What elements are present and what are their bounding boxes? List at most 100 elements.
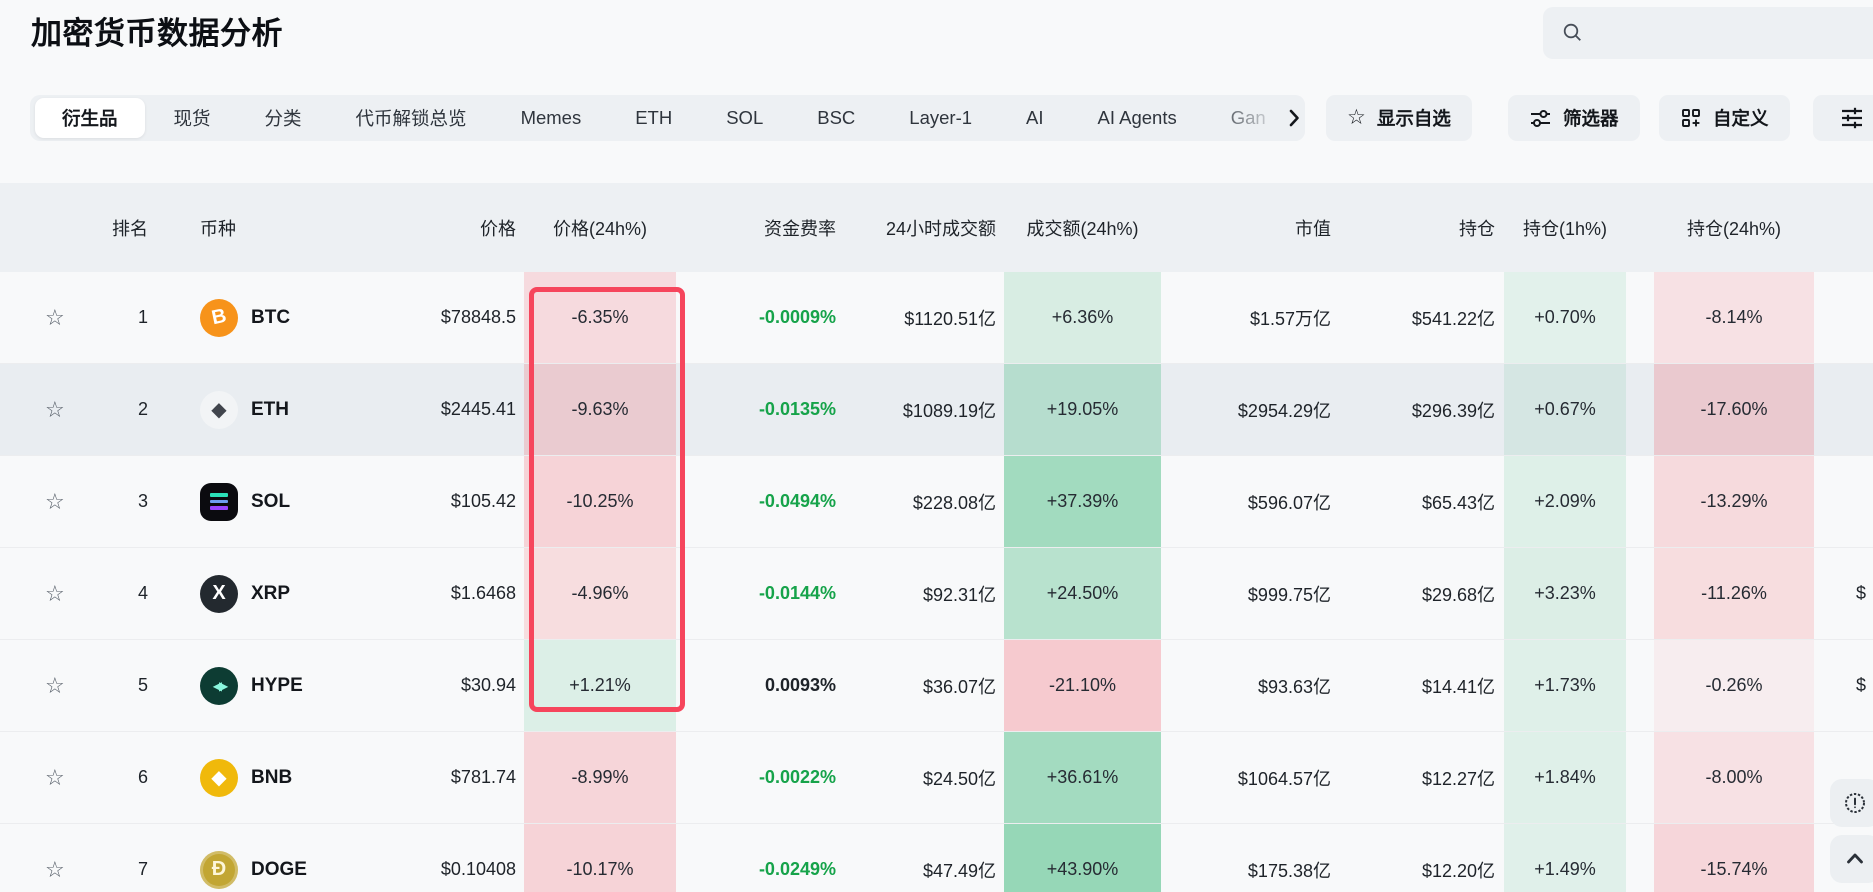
rank-cell: 2	[137, 399, 148, 419]
open-interest-cell: $296.39亿	[1411, 400, 1495, 421]
volume-24h-cell: $92.31亿	[922, 584, 996, 605]
favorite-star-button[interactable]: ☆	[45, 488, 65, 514]
volume-24h-cell: $1120.51亿	[904, 308, 996, 329]
table-row[interactable]: ☆ 6 ◆ BNB $781.74 -8.99% -0.0022% $24.50亿 +36.61…	[0, 731, 1873, 823]
coin-cell: ◆ ETH	[160, 390, 335, 429]
price-cell: $105.42	[450, 491, 516, 511]
tab-memes[interactable]: Memes	[520, 107, 582, 128]
grid-plus-icon	[1680, 107, 1702, 129]
favorite-star-button[interactable]: ☆	[45, 856, 65, 882]
tab-现货[interactable]: 现货	[173, 108, 211, 129]
price-change-24h-cell: -10.25%	[524, 456, 676, 547]
tab-代币解锁总览[interactable]: 代币解锁总览	[355, 108, 467, 129]
oi-change-1h-cell: +1.84%	[1504, 732, 1626, 823]
volume-24h-cell: $228.08亿	[912, 492, 996, 513]
tab-eth[interactable]: ETH	[635, 107, 673, 128]
hype-coin-icon: ◀▶	[200, 666, 238, 705]
funding-rate-cell: -0.0009%	[758, 307, 836, 327]
coin-symbol: HYPE	[251, 674, 303, 696]
favorite-star-button[interactable]: ☆	[45, 580, 65, 606]
coin-cell: ◀▶ HYPE	[160, 666, 335, 705]
col-header-price_chg_24h[interactable]: 价格(24h%)	[552, 218, 648, 239]
rank-cell: 3	[137, 491, 148, 511]
coin-symbol: BTC	[251, 306, 291, 328]
table-row[interactable]: ☆ 3 SOL $105.42 -10.25% -0.0494% $228.08亿 +37.3…	[0, 455, 1873, 547]
adjust-columns-button[interactable]	[1813, 95, 1873, 141]
open-interest-cell: $14.41亿	[1421, 676, 1495, 697]
btc-coin-icon: B	[200, 298, 238, 337]
table-row[interactable]: ☆ 5 ◀▶ HYPE $30.94 +1.21% 0.0093% $36.07亿 -21.10…	[0, 639, 1873, 731]
coin-cell: Ð DOGE	[160, 850, 335, 889]
market-cap-cell: $999.75亿	[1247, 584, 1331, 605]
open-interest-cell: $541.22亿	[1411, 308, 1495, 329]
col-header-oi_chg_24h[interactable]: 持仓(24h%)	[1686, 218, 1782, 239]
table-row[interactable]: ☆ 4 X XRP $1.6468 -4.96% -0.0144% $92.31亿 +24.50…	[0, 547, 1873, 639]
coin-symbol: BNB	[251, 766, 293, 788]
page-title: 加密货币数据分析	[31, 16, 283, 51]
market-cap-cell: $1.57万亿	[1249, 308, 1331, 329]
favorite-star-button[interactable]: ☆	[45, 764, 65, 790]
alerts-button[interactable]	[1830, 779, 1873, 827]
oi-change-1h-cell: +0.70%	[1504, 272, 1626, 363]
favorite-star-button[interactable]: ☆	[45, 672, 65, 698]
funding-rate-cell: -0.0249%	[758, 859, 836, 879]
show-watchlist-button[interactable]: ☆ 显示自选	[1326, 95, 1472, 141]
col-header-price[interactable]: 价格	[480, 218, 516, 239]
oi-change-24h-cell: -15.74%	[1654, 824, 1814, 892]
volume-24h-cell: $47.49亿	[922, 860, 996, 881]
oi-change-24h-cell: -11.26%	[1654, 548, 1814, 639]
oi-change-24h-cell: -8.14%	[1654, 272, 1814, 363]
col-header-volume_24h[interactable]: 24小时成交额	[885, 218, 996, 239]
chevron-right-icon	[1282, 106, 1306, 130]
show-watchlist-label: 显示自选	[1376, 108, 1451, 129]
table-row[interactable]: ☆ 1 B BTC $78848.5 -6.35% -0.0009% $1120.51亿 +6.…	[0, 272, 1873, 363]
filters-button[interactable]: 筛选器	[1508, 95, 1640, 141]
market-cap-cell: $2954.29亿	[1237, 400, 1331, 421]
tab-衍生品[interactable]: 衍生品	[35, 98, 145, 138]
tab-sol[interactable]: SOL	[726, 107, 764, 128]
col-header-funding_rate[interactable]: 资金费率	[764, 218, 836, 239]
col-header-volume_chg_24h[interactable]: 成交额(24h%)	[1026, 218, 1139, 239]
col-header-open_interest[interactable]: 持仓	[1459, 218, 1495, 239]
oi-change-1h-cell: +0.67%	[1504, 364, 1626, 455]
tab-layer-1[interactable]: Layer-1	[909, 107, 973, 128]
tab-ai[interactable]: AI	[1026, 107, 1044, 128]
market-cap-cell: $1064.57亿	[1237, 768, 1331, 789]
price-change-24h-cell: -9.63%	[524, 364, 676, 455]
funding-rate-cell: 0.0093%	[764, 675, 836, 695]
oi-change-1h-cell: +1.73%	[1504, 640, 1626, 731]
tab-分类[interactable]: 分类	[264, 108, 302, 129]
eth-coin-icon: ◆	[200, 390, 238, 429]
price-change-24h-cell: +1.21%	[524, 640, 676, 731]
price-change-24h-cell: -8.99%	[524, 732, 676, 823]
col-header-rank[interactable]: 排名	[112, 218, 148, 239]
table-body: ☆ 1 B BTC $78848.5 -6.35% -0.0009% $1120.51亿 +6.…	[0, 272, 1873, 892]
tabs-scroll-right-button[interactable]	[1280, 104, 1308, 132]
adjust-lines-icon	[1839, 105, 1865, 131]
search-box	[1543, 7, 1873, 59]
table-row[interactable]: ☆ 7 Ð DOGE $0.10408 -10.17% -0.0249% $47.49亿 +43…	[0, 823, 1873, 892]
customize-button[interactable]: 自定义	[1659, 95, 1790, 141]
col-header-oi_chg_1h[interactable]: 持仓(1h%)	[1522, 218, 1607, 239]
funding-rate-cell: -0.0135%	[758, 399, 836, 419]
tab-bsc[interactable]: BSC	[817, 107, 856, 128]
col-header-coin[interactable]: 币种	[200, 218, 236, 239]
tab-ai-agents[interactable]: AI Agents	[1097, 107, 1177, 128]
favorite-star-button[interactable]: ☆	[45, 396, 65, 422]
search-input[interactable]	[1595, 22, 1849, 44]
back-to-top-button[interactable]	[1830, 835, 1873, 883]
table-row[interactable]: ☆ 2 ◆ ETH $2445.41 -9.63% -0.0135% $1089.19亿 +19…	[0, 363, 1873, 455]
volume-24h-cell: $1089.19亿	[902, 400, 996, 421]
volume-change-24h-cell: +43.90%	[1004, 824, 1161, 892]
customize-label: 自定义	[1713, 108, 1769, 129]
oi-change-1h-cell: +1.49%	[1504, 824, 1626, 892]
chevron-up-icon	[1842, 846, 1868, 872]
favorite-star-button[interactable]: ☆	[45, 304, 65, 330]
coin-cell: SOL	[160, 482, 335, 521]
coin-cell: B BTC	[160, 298, 335, 337]
market-cap-cell: $175.38亿	[1247, 860, 1331, 881]
rank-cell: 1	[137, 307, 148, 327]
volume-change-24h-cell: +19.05%	[1004, 364, 1161, 455]
coin-symbol: SOL	[251, 490, 291, 512]
col-header-market_cap[interactable]: 市值	[1295, 218, 1331, 239]
